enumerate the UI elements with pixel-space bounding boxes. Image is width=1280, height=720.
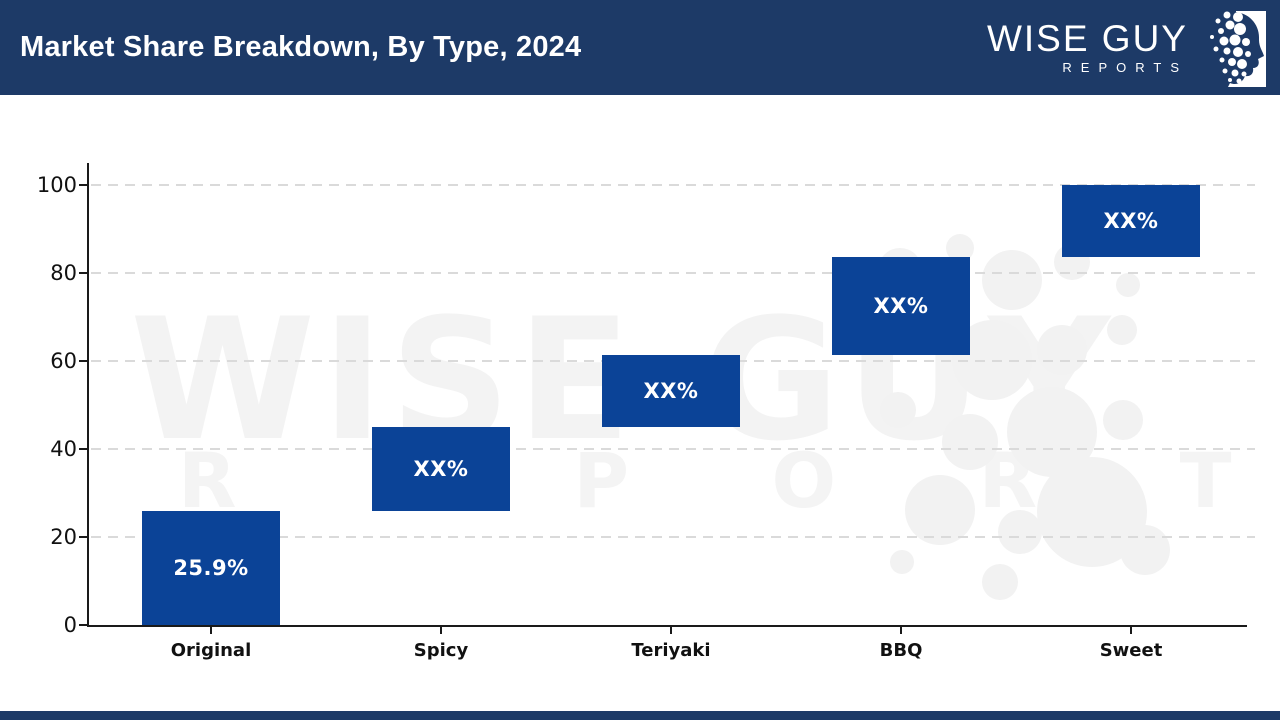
y-axis-line — [87, 163, 89, 626]
x-tick-original — [210, 627, 212, 634]
y-tick-label: 40 — [50, 437, 77, 461]
watermark-dots — [878, 234, 1170, 600]
bar-teriyaki: XX% — [602, 355, 740, 427]
y-tick-0 — [79, 624, 87, 626]
x-tick-teriyaki — [670, 627, 672, 634]
brand-wordmark: WISE GUY REPORTS — [987, 20, 1188, 75]
y-tick-40 — [79, 448, 87, 450]
x-category-label: Original — [170, 640, 252, 661]
y-tick-60 — [79, 360, 87, 362]
brand-subtitle: REPORTS — [1062, 60, 1188, 75]
y-tick-label: 60 — [50, 349, 77, 373]
bar-value-label: XX% — [873, 294, 929, 319]
brand-name: WISE GUY — [986, 18, 1188, 59]
gridline-100 — [91, 184, 1255, 186]
footer-bar — [0, 711, 1280, 720]
bar-spicy: XX% — [372, 427, 510, 512]
x-category-label: Teriyaki — [631, 640, 711, 661]
x-category-label: Sweet — [1099, 640, 1163, 661]
bar-bbq: XX% — [832, 257, 970, 356]
y-tick-80 — [79, 272, 87, 274]
bar-original: 25.9% — [142, 511, 280, 625]
x-category-label: BBQ — [879, 640, 923, 661]
gridline-20 — [91, 536, 1255, 538]
bar-value-label: XX% — [413, 457, 469, 482]
x-tick-spicy — [440, 627, 442, 634]
bar-sweet: XX% — [1062, 185, 1200, 258]
face-profile-icon — [1210, 10, 1266, 87]
brand-logo: WISE GUY REPORTS — [987, 7, 1280, 89]
bar-value-label: XX% — [643, 379, 699, 404]
gridline-80 — [91, 272, 1255, 274]
x-category-label: Spicy — [413, 640, 469, 661]
y-tick-label: 0 — [63, 613, 77, 637]
y-tick-label: 20 — [50, 525, 77, 549]
x-tick-sweet — [1130, 627, 1132, 634]
bar-value-label: XX% — [1103, 209, 1159, 234]
y-tick-100 — [79, 184, 87, 186]
y-tick-label: 100 — [36, 173, 77, 197]
bar-value-label: 25.9% — [173, 556, 249, 580]
x-tick-bbq — [900, 627, 902, 634]
y-tick-20 — [79, 536, 87, 538]
y-tick-label: 80 — [50, 261, 77, 285]
page-title: Market Share Breakdown, By Type, 2024 — [20, 31, 582, 63]
x-axis-line — [87, 625, 1247, 627]
header-banner: Market Share Breakdown, By Type, 2024 WI… — [0, 0, 1280, 95]
gridline-40 — [91, 448, 1255, 450]
